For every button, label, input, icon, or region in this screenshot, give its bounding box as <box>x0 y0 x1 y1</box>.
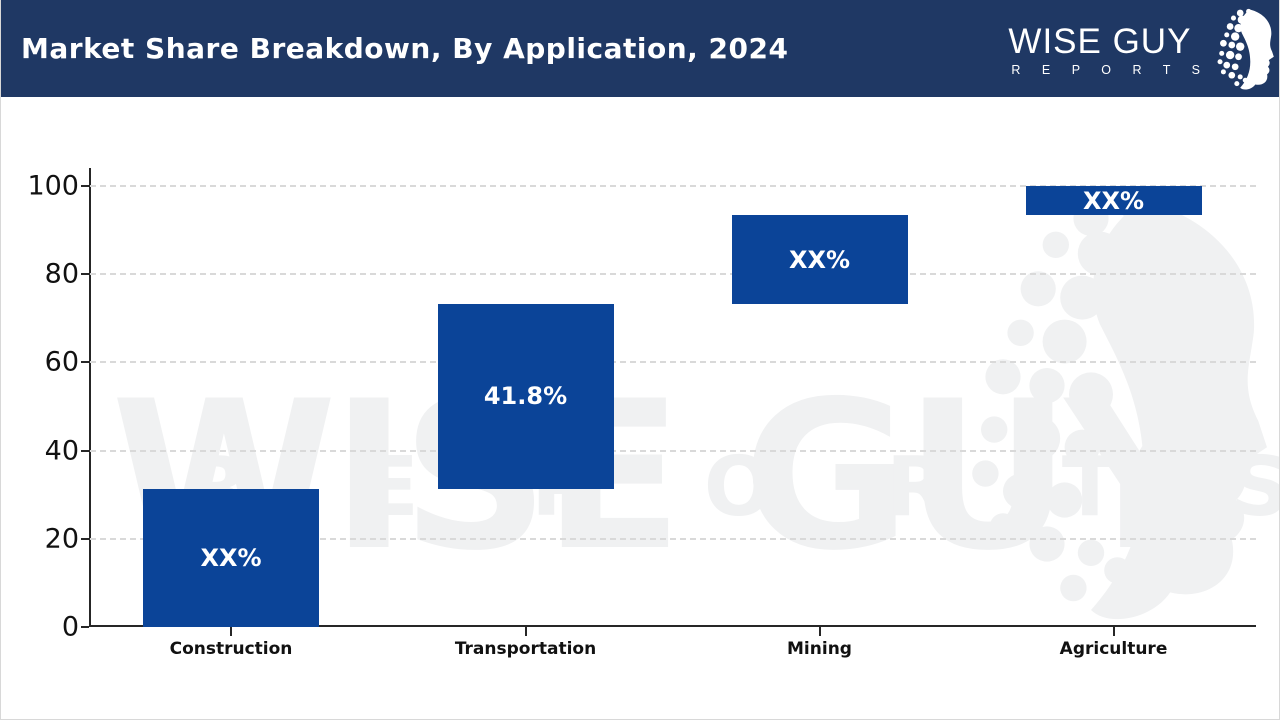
x-category-label-1: Transportation <box>454 639 597 659</box>
page-title: Market Share Breakdown, By Application, … <box>21 32 789 65</box>
y-tick-label-60: 60 <box>44 346 79 378</box>
x-tick-mark-3 <box>1112 627 1115 636</box>
y-tick-mark-40 <box>81 449 89 452</box>
y-tick-label-20: 20 <box>44 523 79 555</box>
y-tick-label-0: 0 <box>61 611 79 643</box>
gridline-80 <box>90 273 1256 276</box>
x-tick-mark-0 <box>230 627 232 636</box>
y-tick-label-80: 80 <box>44 258 79 290</box>
x-tick-mark-1 <box>524 627 527 636</box>
bar-value-label: XX% <box>1082 186 1145 215</box>
y-tick-mark-80 <box>81 273 89 276</box>
x-category-label-3: Agriculture <box>1059 639 1168 659</box>
gridline-40 <box>90 449 1256 452</box>
dotted-head-icon <box>1217 8 1274 90</box>
bar-value-label: XX% <box>788 245 851 274</box>
y-tick-label-40: 40 <box>44 435 79 467</box>
bar-mining: XX% <box>731 215 908 305</box>
bar-construction: XX% <box>143 488 319 627</box>
wise-guy-logo: WISE GUY R E P O R T S <box>1008 6 1275 94</box>
y-tick-label-100: 100 <box>27 170 79 202</box>
x-tick-mark-2 <box>818 627 821 636</box>
y-tick-mark-60 <box>81 361 89 364</box>
x-category-label-2: Mining <box>787 639 852 659</box>
y-tick-mark-20 <box>81 537 89 540</box>
y-tick-mark-0 <box>81 626 89 628</box>
bar-agriculture: XX% <box>1025 186 1202 216</box>
header-band: Market Share Breakdown, By Application, … <box>1 0 1279 97</box>
bar-value-label: XX% <box>200 543 262 572</box>
gridline-60 <box>90 361 1256 364</box>
y-axis-line <box>89 168 91 627</box>
gridline-100 <box>90 185 1256 187</box>
watermark-sub-text: R E P O R T S <box>187 440 1280 535</box>
y-tick-mark-100 <box>81 185 89 187</box>
bar-value-label: 41.8% <box>483 382 568 411</box>
logo-brand-text: WISE GUY <box>1008 21 1192 61</box>
x-axis-line <box>89 625 1256 627</box>
logo-sub-text: R E P O R T S <box>1011 62 1209 77</box>
bar-transportation: 41.8% <box>437 304 614 489</box>
logo-text: WISE GUY R E P O R T S <box>1008 24 1209 77</box>
x-category-label-0: Construction <box>169 639 293 659</box>
gridline-20 <box>90 537 1256 540</box>
watermark-layer: WISE GUY R E P O R T S <box>1 97 1280 717</box>
